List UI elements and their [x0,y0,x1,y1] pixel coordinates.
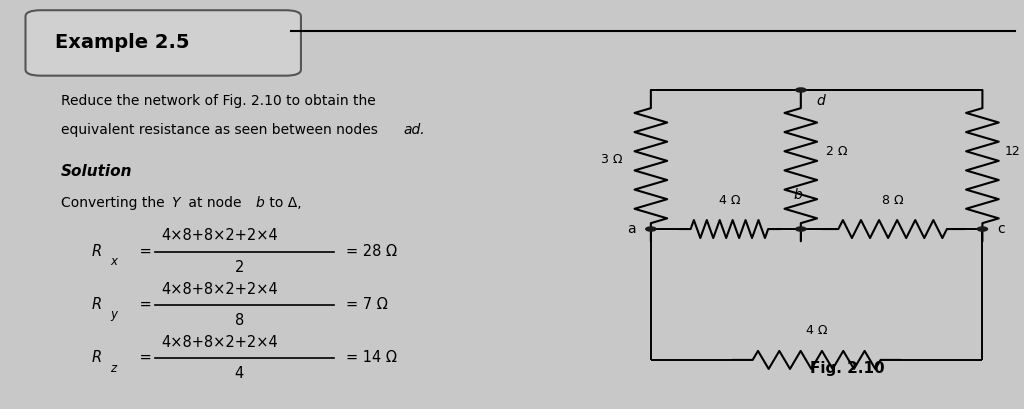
Text: a: a [627,222,636,236]
Text: = 7 Ω: = 7 Ω [346,297,387,312]
Text: Fig. 2.10: Fig. 2.10 [810,361,885,375]
Text: =: = [135,244,152,259]
Text: 4 Ω: 4 Ω [719,193,740,207]
Text: R: R [92,297,102,312]
Text: 8: 8 [234,313,244,328]
Text: =: = [135,297,152,312]
Text: Solution: Solution [61,164,133,179]
Text: 4 Ω: 4 Ω [806,324,827,337]
Text: c: c [997,222,1006,236]
Text: ad.: ad. [403,123,425,137]
Text: x: x [111,255,117,268]
Text: 2 Ω: 2 Ω [826,145,848,158]
Text: R: R [92,244,102,259]
Text: Y: Y [171,196,180,210]
Text: y: y [111,308,117,321]
Text: 2: 2 [234,260,244,274]
Text: Example 2.5: Example 2.5 [55,34,189,52]
Text: = 28 Ω: = 28 Ω [346,244,397,259]
Text: 3 Ω: 3 Ω [601,153,623,166]
Text: b: b [255,196,264,210]
Circle shape [977,227,987,231]
Text: Reduce the network of Fig. 2.10 to obtain the: Reduce the network of Fig. 2.10 to obtai… [61,94,376,108]
Text: 4: 4 [234,366,244,381]
Text: Converting the: Converting the [61,196,169,210]
Text: 8 Ω: 8 Ω [882,193,903,207]
Text: to Δ,: to Δ, [265,196,302,210]
Text: z: z [111,362,117,375]
FancyBboxPatch shape [26,10,301,76]
Circle shape [796,88,806,92]
Text: R: R [92,351,102,365]
Circle shape [796,227,806,231]
Text: 4×8+8×2+2×4: 4×8+8×2+2×4 [161,335,278,350]
Text: d: d [816,94,825,108]
Text: 4×8+8×2+2×4: 4×8+8×2+2×4 [161,282,278,297]
Text: b: b [794,189,802,202]
Text: 4×8+8×2+2×4: 4×8+8×2+2×4 [161,229,278,243]
Text: equivalent resistance as seen between nodes: equivalent resistance as seen between no… [61,123,382,137]
Text: 12: 12 [1005,145,1021,158]
Text: =: = [135,351,152,365]
Text: = 14 Ω: = 14 Ω [346,351,396,365]
Circle shape [646,227,656,231]
Text: at node: at node [183,196,246,210]
